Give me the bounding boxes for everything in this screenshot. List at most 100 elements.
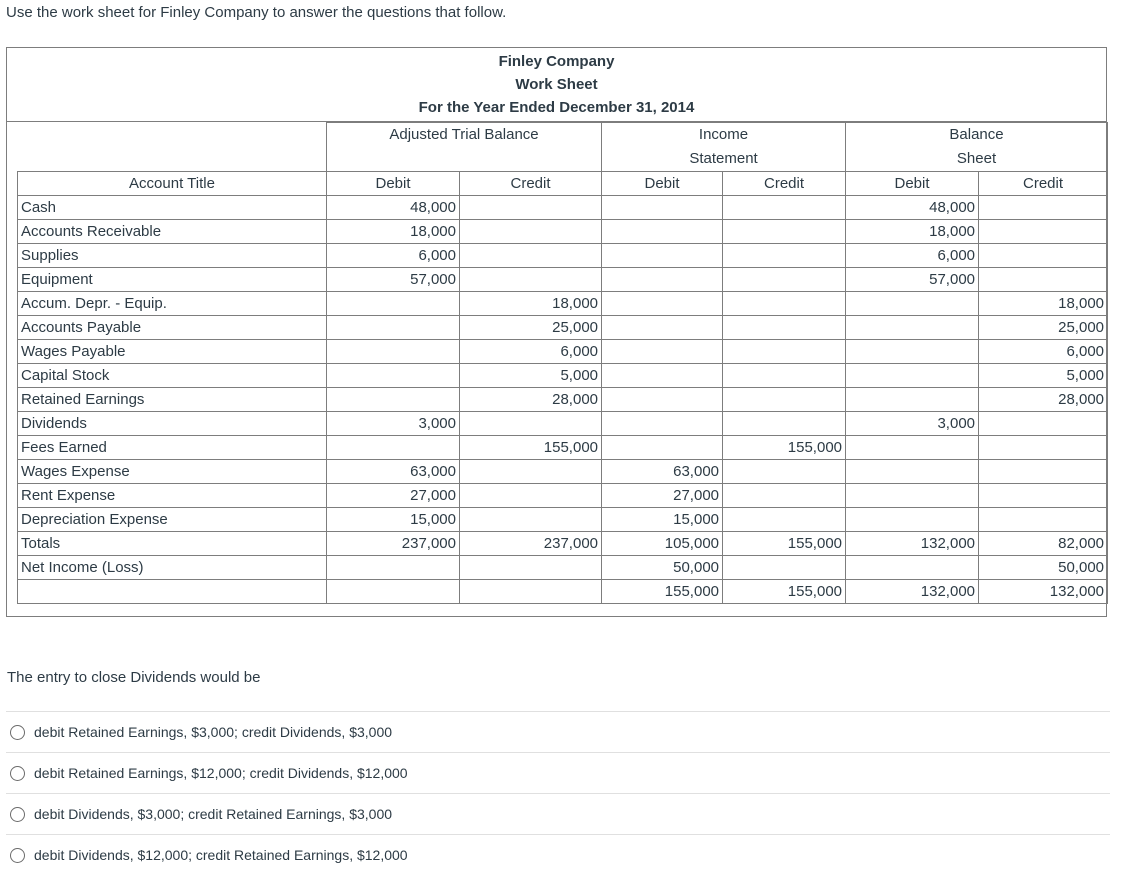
amount-cell: 105,000 [601, 531, 724, 556]
amount-cell [722, 339, 847, 364]
amount-cell [326, 363, 460, 388]
amount-cell [722, 219, 847, 244]
amount-cell: 63,000 [601, 459, 724, 484]
radio-button-icon[interactable] [10, 725, 25, 740]
amount-cell [978, 219, 1109, 244]
amount-cell: 27,000 [601, 483, 724, 508]
account-title-cell: Depreciation Expense [17, 507, 327, 532]
table-row: Accum. Depr. - Equip. 18,000 18,000 [17, 291, 1109, 316]
amount-cell: 155,000 [458, 435, 603, 460]
amount-cell [722, 195, 847, 220]
table-row: Supplies 6,000 6,000 [17, 243, 1109, 268]
question-prompt: The entry to close Dividends would be [7, 669, 261, 686]
answer-option-label: debit Retained Earnings, $3,000; credit … [34, 724, 393, 740]
amount-cell [722, 555, 847, 580]
table-row: Accounts Payable 25,000 25,000 [17, 315, 1109, 340]
amount-cell [601, 435, 724, 460]
amount-cell: 3,000 [326, 411, 460, 436]
amount-cell [722, 315, 847, 340]
amount-cell: 237,000 [326, 531, 460, 556]
table-row: Net Income (Loss) 50,000 50,000 [17, 555, 1109, 580]
amount-cell: 50,000 [978, 555, 1109, 580]
amount-cell: 5,000 [458, 363, 603, 388]
table-row: 155,000 155,000 132,000 132,000 [17, 579, 1109, 604]
answer-option[interactable]: debit Retained Earnings, $12,000; credit… [6, 752, 1110, 793]
amount-cell [326, 339, 460, 364]
table-row: Fees Earned 155,000 155,000 [17, 435, 1109, 460]
group-label-line: Adjusted Trial Balance [389, 126, 539, 143]
account-title-cell: Retained Earnings [17, 387, 327, 412]
period-line: For the Year Ended December 31, 2014 [418, 99, 695, 116]
amount-cell [845, 507, 980, 532]
answer-option[interactable]: debit Retained Earnings, $3,000; credit … [6, 711, 1110, 752]
amount-cell [458, 243, 603, 268]
amount-cell [722, 411, 847, 436]
amount-cell [326, 435, 460, 460]
account-title-cell: Equipment [17, 267, 327, 292]
amount-cell [978, 243, 1109, 268]
worksheet-container: Finley Company Work Sheet For the Year E… [6, 47, 1109, 617]
account-title-cell: Fees Earned [17, 435, 327, 460]
amount-cell: 6,000 [845, 243, 980, 268]
radio-button-icon[interactable] [10, 807, 25, 822]
table-row: Cash 48,000 48,000 [17, 195, 1109, 220]
is-credit-header: Credit [722, 171, 847, 196]
radio-button-icon[interactable] [10, 766, 25, 781]
answer-option[interactable]: debit Dividends, $3,000; credit Retained… [6, 793, 1110, 834]
column-header-row: Account Title Debit Credit Debit Credit … [17, 171, 1109, 196]
answer-option-label: debit Dividends, $12,000; credit Retaine… [34, 847, 408, 863]
table-row: Accounts Receivable 18,000 18,000 [17, 219, 1109, 244]
amount-cell [326, 315, 460, 340]
amount-cell [722, 507, 847, 532]
amount-cell: 15,000 [601, 507, 724, 532]
account-title-cell: Capital Stock [17, 363, 327, 388]
account-title-cell: Wages Expense [17, 459, 327, 484]
account-title-cell: Supplies [17, 243, 327, 268]
amount-cell [722, 291, 847, 316]
amount-cell: 132,000 [845, 579, 980, 604]
column-group-row: Adjusted Trial Balance Income Statement … [18, 122, 1109, 172]
amount-cell [845, 315, 980, 340]
account-title-cell [17, 579, 327, 604]
amount-cell: 18,000 [978, 291, 1109, 316]
table-row: Totals 237,000 237,000 105,000 155,000 132,00… [17, 531, 1109, 556]
amount-cell [978, 459, 1109, 484]
account-title-cell: Totals [17, 531, 327, 556]
amount-cell: 48,000 [845, 195, 980, 220]
amount-cell [326, 555, 460, 580]
col-group-adjusted-trial-balance: Adjusted Trial Balance [325, 122, 603, 172]
amount-cell [845, 363, 980, 388]
account-title-cell: Accum. Depr. - Equip. [17, 291, 327, 316]
amount-cell [601, 267, 724, 292]
amount-cell [978, 483, 1109, 508]
amount-cell: 48,000 [326, 195, 460, 220]
amount-cell [326, 579, 460, 604]
amount-cell: 6,000 [978, 339, 1109, 364]
bs-credit-header: Credit [978, 171, 1109, 196]
amount-cell [978, 195, 1109, 220]
group-label-line: Income [698, 126, 749, 143]
amount-cell: 132,000 [845, 531, 980, 556]
amount-cell [601, 411, 724, 436]
amount-cell [978, 267, 1109, 292]
amount-cell: 82,000 [978, 531, 1109, 556]
atb-credit-header: Credit [458, 171, 603, 196]
account-title-cell: Cash [17, 195, 327, 220]
amount-cell: 63,000 [326, 459, 460, 484]
amount-cell [845, 459, 980, 484]
amount-cell [458, 483, 603, 508]
amount-cell [458, 267, 603, 292]
answer-option[interactable]: debit Dividends, $12,000; credit Retaine… [6, 834, 1110, 874]
table-row: Equipment 57,000 57,000 [17, 267, 1109, 292]
amount-cell: 18,000 [326, 219, 460, 244]
amount-cell: 28,000 [458, 387, 603, 412]
company-name: Finley Company [498, 53, 615, 70]
radio-button-icon[interactable] [10, 848, 25, 863]
table-row: Depreciation Expense 15,000 15,000 [17, 507, 1109, 532]
amount-cell [458, 411, 603, 436]
account-title-cell: Accounts Payable [17, 315, 327, 340]
account-title-cell: Wages Payable [17, 339, 327, 364]
table-row: Rent Expense 27,000 27,000 [17, 483, 1109, 508]
amount-cell [326, 291, 460, 316]
amount-cell [458, 555, 603, 580]
